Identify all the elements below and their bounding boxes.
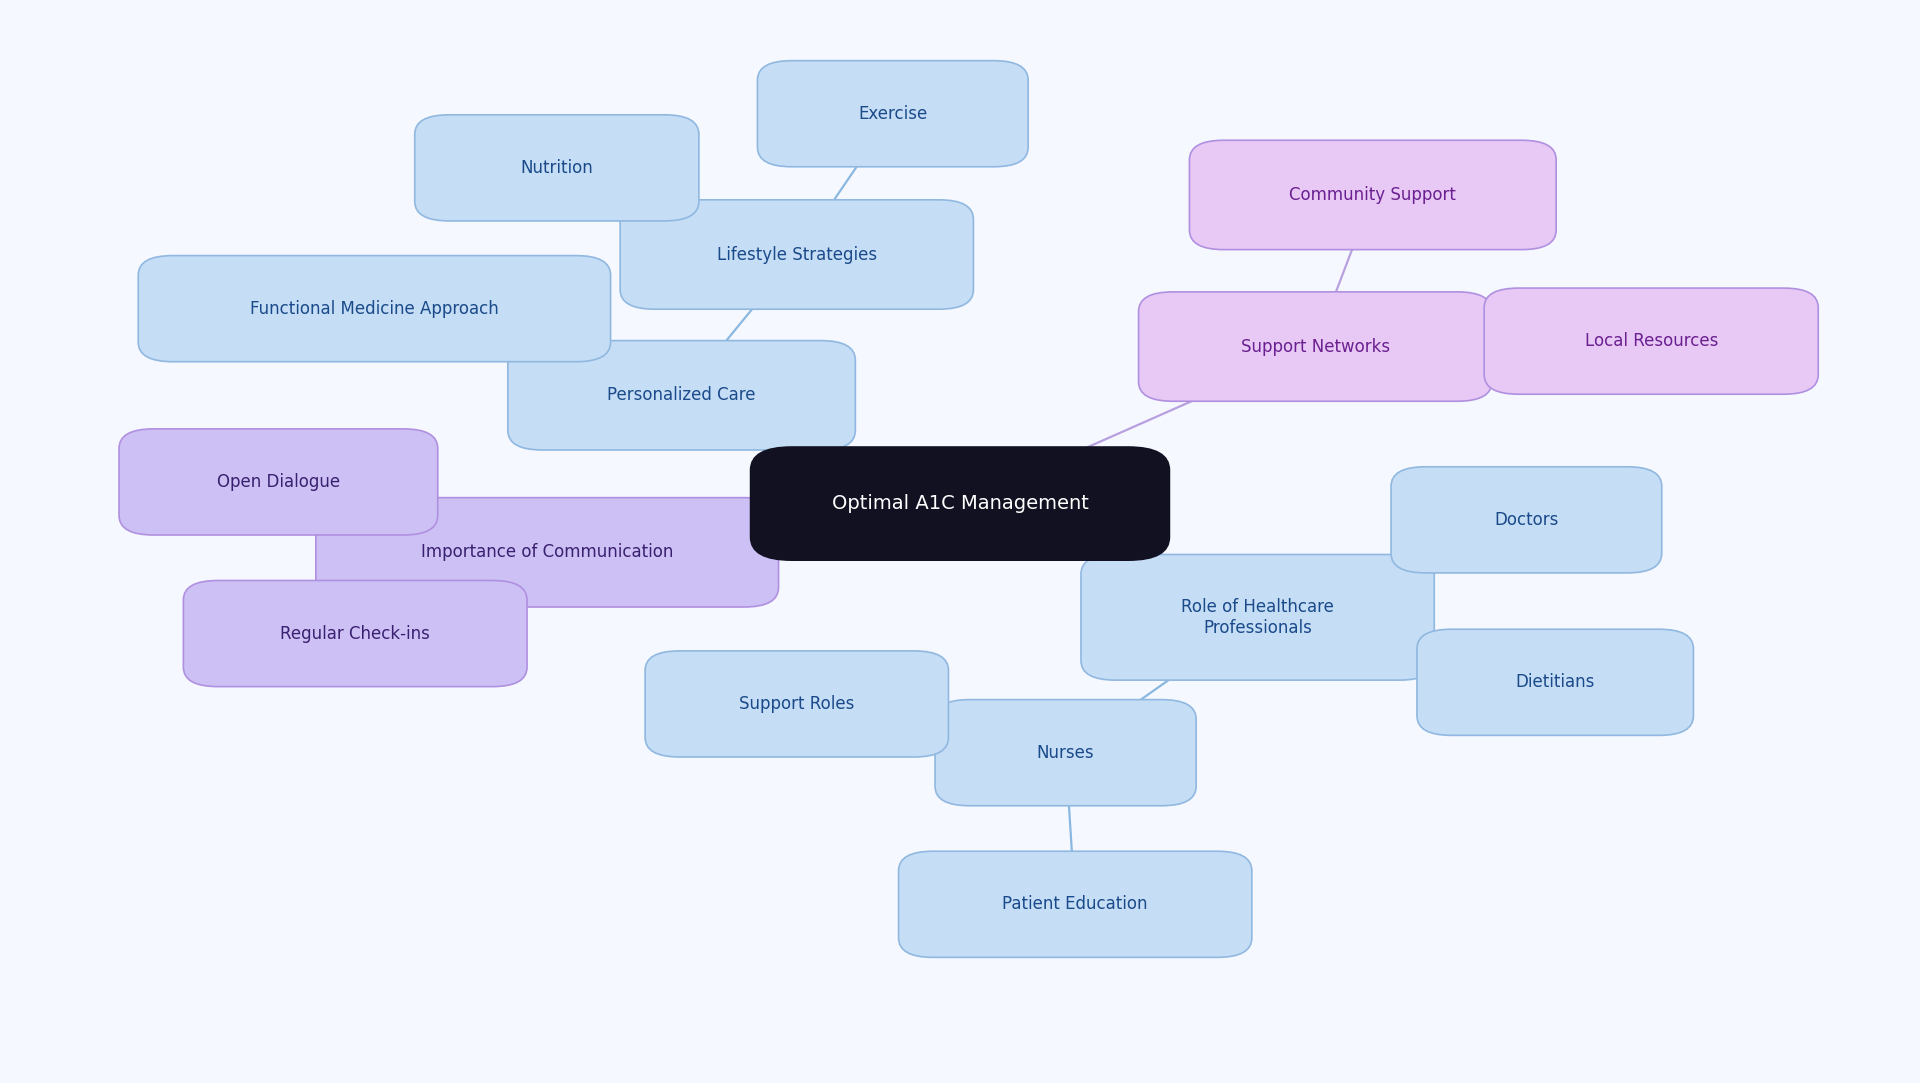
Text: Dietitians: Dietitians	[1515, 674, 1596, 691]
FancyBboxPatch shape	[415, 115, 699, 221]
Text: Regular Check-ins: Regular Check-ins	[280, 625, 430, 642]
FancyBboxPatch shape	[1188, 141, 1555, 250]
Text: Open Dialogue: Open Dialogue	[217, 473, 340, 491]
Text: Doctors: Doctors	[1494, 511, 1559, 529]
Text: Exercise: Exercise	[858, 105, 927, 122]
FancyBboxPatch shape	[1390, 467, 1661, 573]
FancyBboxPatch shape	[756, 61, 1027, 167]
FancyBboxPatch shape	[1081, 554, 1434, 680]
FancyBboxPatch shape	[1417, 629, 1693, 735]
Text: Role of Healthcare
Professionals: Role of Healthcare Professionals	[1181, 598, 1334, 637]
Text: Lifestyle Strategies: Lifestyle Strategies	[716, 246, 877, 263]
Text: Nutrition: Nutrition	[520, 159, 593, 177]
FancyBboxPatch shape	[645, 651, 948, 757]
FancyBboxPatch shape	[507, 341, 854, 451]
Text: Support Networks: Support Networks	[1240, 338, 1390, 355]
FancyBboxPatch shape	[315, 498, 780, 606]
Text: Functional Medicine Approach: Functional Medicine Approach	[250, 300, 499, 317]
Text: Optimal A1C Management: Optimal A1C Management	[831, 494, 1089, 513]
FancyBboxPatch shape	[1484, 288, 1818, 394]
FancyBboxPatch shape	[620, 199, 973, 310]
FancyBboxPatch shape	[138, 256, 611, 362]
FancyBboxPatch shape	[119, 429, 438, 535]
FancyBboxPatch shape	[749, 446, 1169, 561]
Text: Nurses: Nurses	[1037, 744, 1094, 761]
Text: Local Resources: Local Resources	[1584, 332, 1718, 350]
Text: Patient Education: Patient Education	[1002, 896, 1148, 913]
FancyBboxPatch shape	[899, 851, 1252, 957]
FancyBboxPatch shape	[935, 700, 1196, 806]
Text: Personalized Care: Personalized Care	[607, 387, 756, 404]
Text: Community Support: Community Support	[1290, 186, 1455, 204]
Text: Support Roles: Support Roles	[739, 695, 854, 713]
FancyBboxPatch shape	[1139, 291, 1492, 401]
Text: Importance of Communication: Importance of Communication	[420, 544, 674, 561]
FancyBboxPatch shape	[184, 580, 526, 687]
